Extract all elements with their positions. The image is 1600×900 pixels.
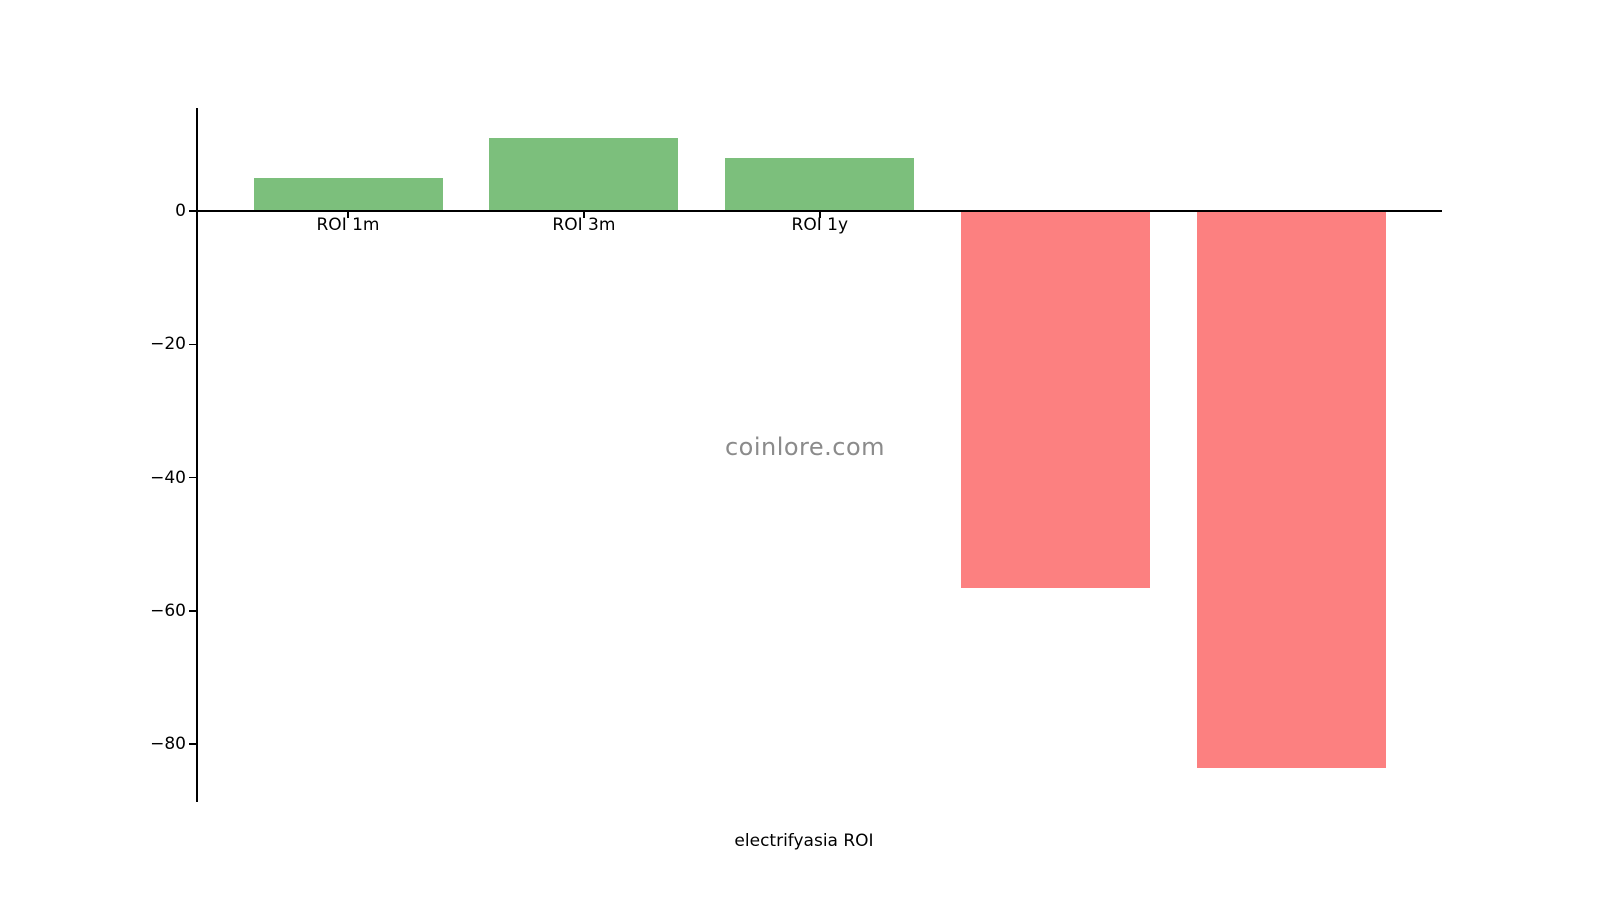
x-tick-label: ROI 1m (316, 215, 380, 235)
x-axis-title: electrifyasia ROI (734, 831, 874, 851)
y-tick-label: −40 (150, 467, 186, 488)
y-tick-label: 0 (175, 201, 186, 222)
x-axis-line (196, 210, 1442, 212)
x-tick (819, 211, 821, 219)
y-tick (189, 610, 196, 612)
x-tick-label: ROI 3m (552, 215, 616, 235)
y-tick-label: −60 (150, 600, 186, 621)
y-axis-line (196, 108, 198, 802)
y-tick (189, 210, 196, 212)
watermark: coinlore.com (724, 433, 886, 461)
bar-4 (961, 211, 1151, 589)
bar-roi-1y (725, 157, 915, 212)
bar-roi-1m (253, 177, 443, 212)
y-tick (189, 343, 196, 346)
x-tick (347, 211, 349, 219)
bar-5 (1197, 211, 1387, 769)
x-tick (583, 211, 585, 219)
y-tick (189, 476, 196, 479)
y-tick-label: −80 (150, 734, 186, 755)
y-tick (189, 743, 196, 745)
x-tick-label: ROI 1y (791, 215, 849, 235)
bar-roi-3m (489, 137, 679, 212)
y-tick-label: −20 (150, 334, 186, 355)
